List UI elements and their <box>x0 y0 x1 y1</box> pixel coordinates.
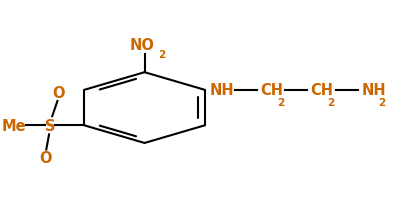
Text: 2: 2 <box>277 98 284 108</box>
Text: Me: Me <box>2 118 27 133</box>
Text: NH: NH <box>210 83 234 98</box>
Text: CH: CH <box>260 83 283 98</box>
Text: CH: CH <box>311 83 334 98</box>
Text: O: O <box>39 150 52 165</box>
Text: NH: NH <box>361 83 386 98</box>
Text: NO: NO <box>130 38 155 53</box>
Text: 2: 2 <box>327 98 335 108</box>
Text: S: S <box>45 118 55 133</box>
Text: 2: 2 <box>158 50 165 60</box>
Text: O: O <box>52 86 65 101</box>
Text: 2: 2 <box>378 98 385 108</box>
